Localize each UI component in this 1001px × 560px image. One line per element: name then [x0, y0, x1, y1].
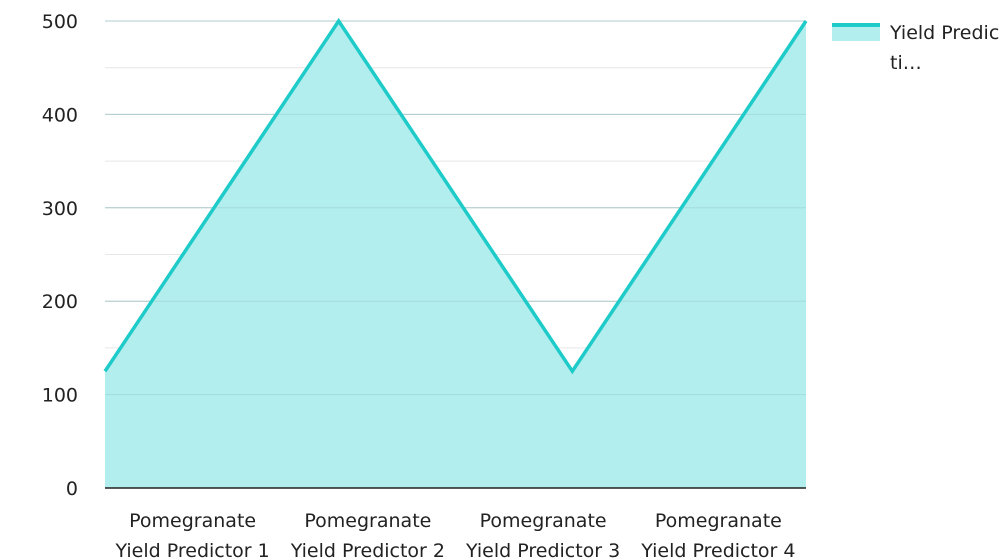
y-tick-label: 200 [42, 291, 78, 313]
legend-swatch [832, 23, 880, 41]
y-tick-label: 0 [66, 478, 78, 500]
x-tick-label: Pomegranate Yield Predictor 2 [290, 510, 445, 560]
y-axis-ticks: 0 100 200 300 400 500 [42, 11, 78, 500]
x-tick-label: Pomegranate Yield Predictor 3 [465, 510, 620, 560]
x-axis-ticks: Pomegranate Yield Predictor 1 Pomegranate Y… [114, 510, 795, 560]
series-area-layer [103, 17, 808, 488]
x-tick-label: Pomegranate Yield Predictor 4 [640, 510, 795, 560]
x-tick-label: Pomegranate Yield Predictor 1 [114, 510, 269, 560]
y-tick-label: 400 [42, 104, 78, 126]
series-line [103, 17, 808, 375]
legend: Yield Predicti… [832, 18, 1000, 78]
y-tick-label: 500 [42, 11, 78, 33]
y-tick-label: 100 [42, 385, 78, 407]
series-area-fill [105, 21, 806, 488]
y-tick-label: 300 [42, 198, 78, 220]
legend-label: Yield Predicti… [890, 22, 1000, 74]
